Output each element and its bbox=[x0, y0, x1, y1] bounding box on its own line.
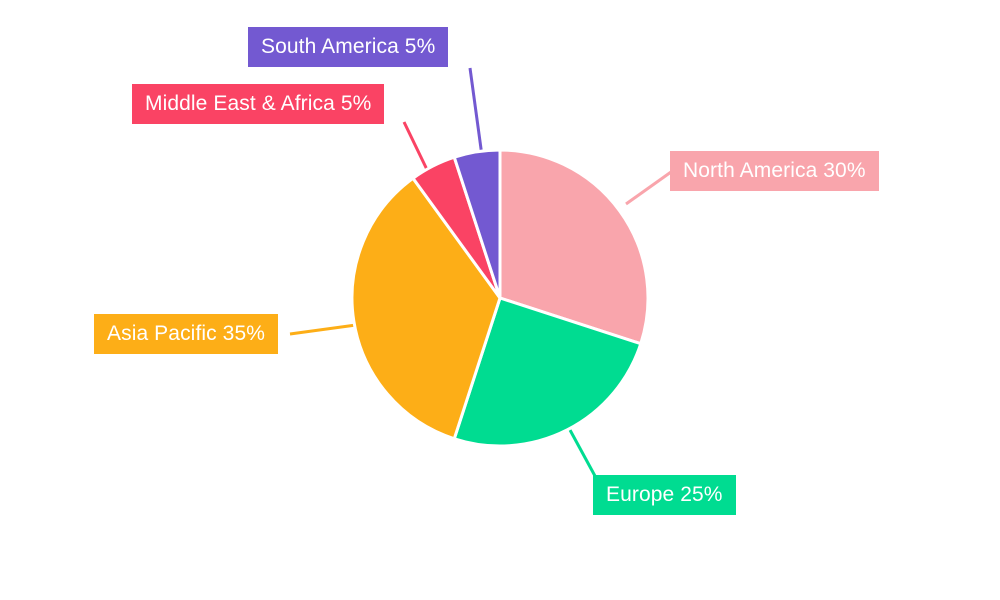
pie-slice-north-america[interactable] bbox=[498, 148, 650, 346]
leader-line-north-america bbox=[625, 170, 672, 206]
pie-slice-south-america[interactable] bbox=[452, 148, 502, 299]
pie-label-asia-pacific[interactable]: Asia Pacific 35% bbox=[94, 314, 279, 354]
pie-slice-europe[interactable] bbox=[452, 296, 643, 448]
pie-slice-asia-pacific[interactable] bbox=[350, 176, 502, 441]
pie-label-south-america[interactable]: South America 5% bbox=[248, 27, 449, 67]
leader-line-europe bbox=[568, 429, 597, 477]
leader-line-south-america bbox=[468, 67, 484, 157]
pie-label-north-america[interactable]: North America 30% bbox=[670, 151, 879, 191]
leader-line-asia-pacific bbox=[289, 323, 357, 336]
pie-slices-group bbox=[350, 148, 650, 448]
pie-label-europe[interactable]: Europe 25% bbox=[593, 475, 736, 515]
pie-label-middle-east-africa[interactable]: Middle East & Africa 5% bbox=[132, 84, 385, 124]
